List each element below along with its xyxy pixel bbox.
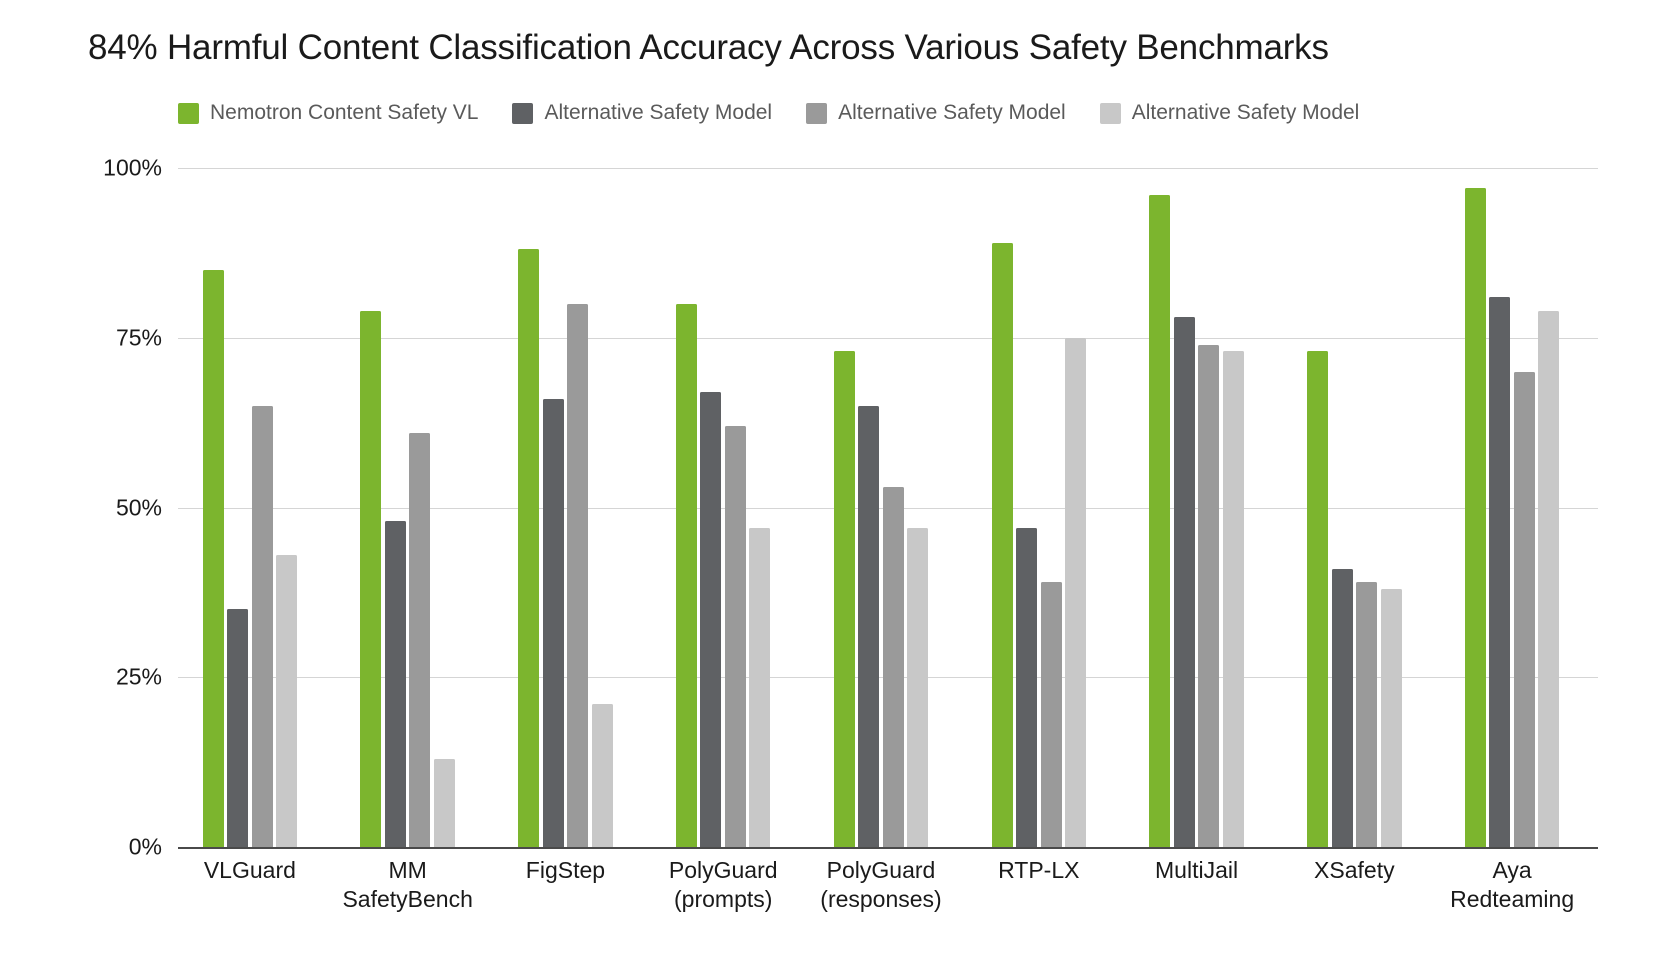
x-axis-tick-label: FigStep: [526, 856, 605, 885]
bar[interactable]: [882, 487, 904, 847]
bar[interactable]: [1489, 297, 1511, 847]
bar[interactable]: [858, 405, 880, 847]
bar[interactable]: [1149, 195, 1171, 847]
bar[interactable]: [1065, 337, 1086, 847]
x-axis-tick-label: PolyGuard (prompts): [669, 856, 778, 914]
legend-item-label: Alternative Safety Model: [838, 101, 1066, 124]
bar[interactable]: [833, 351, 855, 847]
bar[interactable]: [675, 303, 697, 847]
page-title: 84% Harmful Content Classification Accur…: [88, 28, 1329, 67]
bar[interactable]: [1380, 588, 1402, 847]
bar[interactable]: [724, 426, 746, 847]
x-axis-tick-label-line1: VLGuard: [203, 857, 296, 883]
y-axis-tick-label: 50%: [115, 494, 162, 520]
x-axis-tick-label-line1: PolyGuard: [826, 857, 936, 883]
bar[interactable]: [567, 303, 589, 847]
legend-item[interactable]: Alternative Safety Model: [806, 101, 1066, 125]
x-axis-tick-label: MM SafetyBench: [342, 856, 472, 914]
bar[interactable]: [276, 555, 298, 847]
legend-item-label: Alternative Safety Model: [1131, 101, 1360, 124]
bars-layer: [178, 160, 1598, 847]
bar[interactable]: [1222, 351, 1244, 847]
y-axis-tick-label: 0%: [128, 833, 162, 860]
x-axis-tick-label-line2: SafetyBench: [342, 886, 473, 912]
bar[interactable]: [360, 310, 382, 847]
bar[interactable]: [1356, 582, 1378, 847]
x-axis-tick-label-line1: RTP-LX: [998, 857, 1080, 883]
bar[interactable]: [1538, 310, 1560, 847]
bar[interactable]: [700, 392, 722, 847]
bar-group: [336, 160, 494, 847]
chart-legend: Nemotron Content Safety VL Alternative Sa…: [178, 96, 1393, 130]
x-axis-labels: VLGuard MM SafetyBench FigStep PolyGuard (pro…: [178, 856, 1598, 936]
bar-group: [1125, 160, 1283, 847]
legend-swatch-icon: [1099, 102, 1121, 124]
x-axis-tick-label-line1: XSafety: [1314, 857, 1395, 883]
bar-group: [178, 160, 336, 847]
x-axis-tick-label: PolyGuard (responses): [820, 856, 941, 914]
x-axis-tick-label: XSafety: [1314, 856, 1395, 885]
bar[interactable]: [251, 405, 273, 847]
bar-group: [1282, 160, 1440, 847]
bar-group: [494, 160, 652, 847]
bar[interactable]: [907, 527, 929, 847]
x-axis-tick-label: VLGuard: [204, 856, 296, 885]
bar[interactable]: [542, 398, 564, 847]
bar[interactable]: [749, 527, 771, 847]
bar[interactable]: [1464, 188, 1486, 847]
bar[interactable]: [591, 704, 613, 847]
gridline: 75%: [116, 324, 1598, 350]
y-axis-tick-label: 75%: [115, 324, 162, 351]
bar[interactable]: [1016, 527, 1037, 847]
bar[interactable]: [433, 758, 455, 847]
x-axis-tick-label-line2: (prompts): [674, 886, 773, 912]
x-axis-tick-label-line1: FigStep: [525, 857, 606, 883]
bar[interactable]: [1040, 582, 1062, 847]
bar[interactable]: [1513, 371, 1535, 847]
x-axis-tick-label-line2: Redteaming: [1450, 886, 1575, 912]
y-axis-tick-label: 25%: [115, 663, 162, 690]
bar-group: [809, 160, 967, 847]
bar[interactable]: [384, 521, 406, 847]
x-axis-tick-label: RTP-LX: [998, 856, 1079, 885]
gridline: 100%: [103, 155, 1598, 181]
bar[interactable]: [1331, 568, 1353, 847]
bar-group: [967, 160, 1125, 847]
bar[interactable]: [1173, 317, 1195, 847]
x-axis-tick-label: Aya Redteaming: [1450, 856, 1574, 914]
y-axis-tick-label: 100%: [103, 154, 162, 181]
bar[interactable]: [1307, 351, 1329, 847]
bar[interactable]: [409, 432, 431, 847]
x-axis-tick-label-line2: (responses): [820, 886, 942, 912]
bar[interactable]: [1198, 344, 1220, 847]
legend-swatch-icon: [512, 102, 534, 124]
legend-item-label: Nemotron Content Safety VL: [210, 101, 479, 124]
legend-item[interactable]: Alternative Safety Model: [1099, 101, 1360, 125]
legend-item-label: Alternative Safety Model: [544, 101, 773, 124]
bar[interactable]: [202, 269, 224, 847]
legend-item[interactable]: Nemotron Content Safety VL: [178, 101, 478, 125]
x-axis-tick-label: MultiJail: [1155, 856, 1238, 885]
x-axis-tick-label-line1: PolyGuard: [668, 857, 778, 883]
bar[interactable]: [991, 242, 1013, 847]
plot-area: 100% 75% 50% 25% 0%: [103, 155, 1598, 860]
legend-item[interactable]: Alternative Safety Model: [512, 101, 772, 125]
bar[interactable]: [227, 609, 249, 847]
x-axis-tick-label-line1: MM: [388, 857, 427, 883]
legend-swatch-icon: [178, 102, 199, 124]
bar-group: [1440, 160, 1598, 847]
bar[interactable]: [518, 249, 540, 847]
bar-group: [651, 160, 809, 847]
x-axis-line: 0%: [129, 834, 1598, 860]
x-axis-tick-label-line1: Aya: [1492, 857, 1532, 883]
x-axis-tick-label-line1: MultiJail: [1155, 857, 1239, 883]
legend-swatch-icon: [806, 102, 828, 124]
